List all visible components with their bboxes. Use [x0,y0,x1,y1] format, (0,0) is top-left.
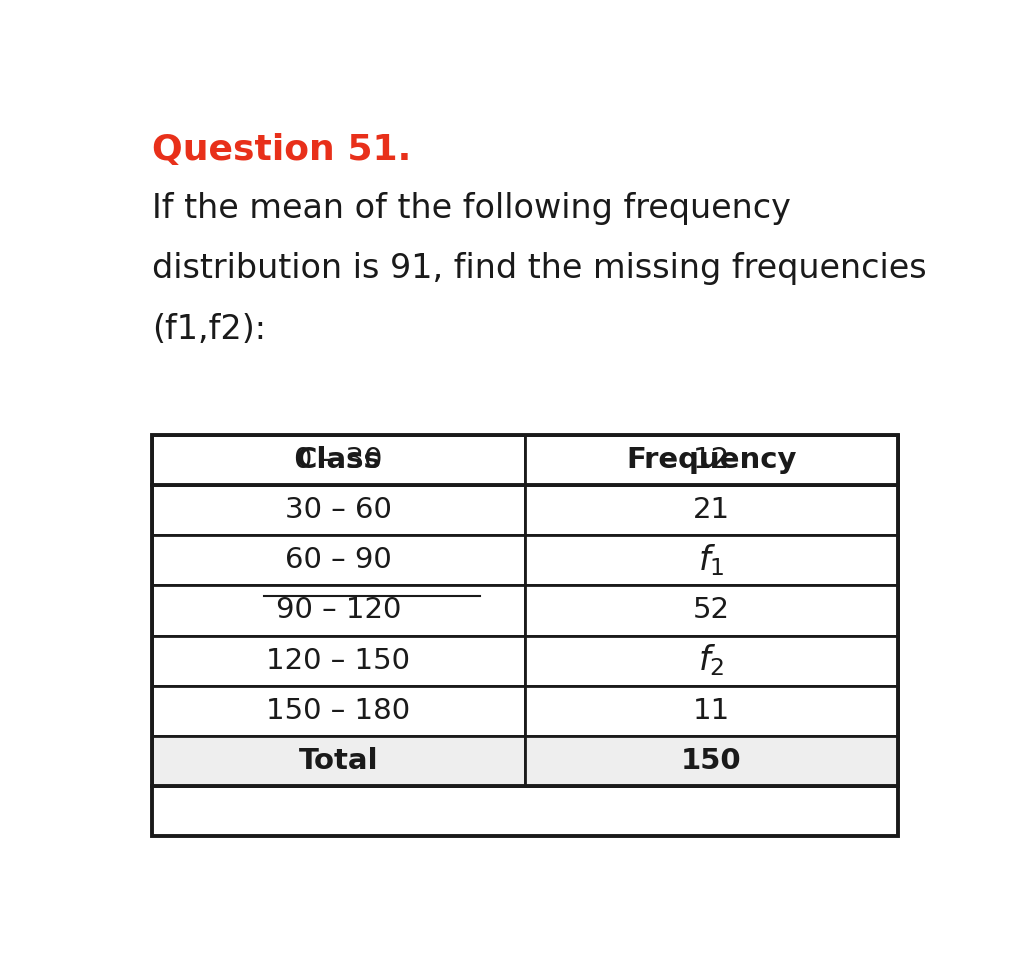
Bar [524,685,898,736]
Bar [524,636,898,685]
Text: $\mathit{f}_2$: $\mathit{f}_2$ [698,642,725,679]
Text: 60 – 90: 60 – 90 [285,546,391,575]
Text: $\mathit{f}_1$: $\mathit{f}_1$ [698,542,725,578]
Bar [152,485,524,535]
Bar [152,636,524,685]
Text: Total: Total [298,747,378,775]
Text: 30 – 60: 30 – 60 [285,496,392,524]
Text: 150: 150 [681,747,741,775]
Text: Question 51.: Question 51. [152,133,411,167]
Bar [152,585,524,636]
Bar [152,435,524,485]
Text: 90 – 120: 90 – 120 [275,597,401,624]
Text: 120 – 150: 120 – 150 [266,646,411,675]
Bar [152,736,524,786]
Text: 150 – 180: 150 – 180 [266,697,411,725]
Bar [524,585,898,636]
Text: 11: 11 [692,697,730,725]
Text: 52: 52 [693,597,730,624]
Text: 12: 12 [692,446,730,474]
Text: (f1,f2):: (f1,f2): [152,313,266,346]
Bar [524,435,898,485]
Bar [152,535,524,585]
Bar [524,435,898,485]
Text: distribution is 91, find the missing frequencies: distribution is 91, find the missing fre… [152,252,927,286]
Text: Class: Class [295,446,381,474]
Bar [524,535,898,585]
Bar [524,485,898,535]
Bar [152,685,524,736]
Bar [524,736,898,786]
Text: 21: 21 [692,496,730,524]
Text: If the mean of the following frequency: If the mean of the following frequency [152,192,791,225]
Bar [152,435,898,836]
Text: 0 – 30: 0 – 30 [294,446,383,474]
Text: Frequency: Frequency [626,446,797,474]
Bar [152,435,524,485]
